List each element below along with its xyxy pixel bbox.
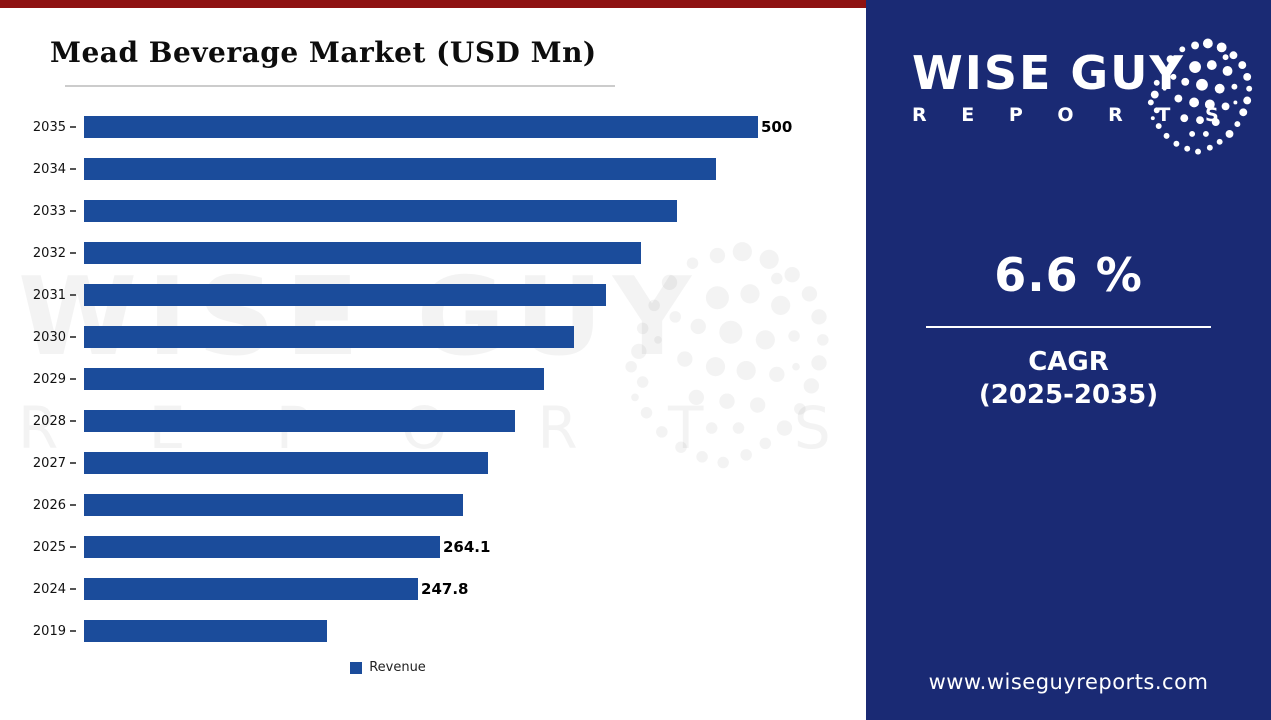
revenue-bar bbox=[84, 536, 440, 558]
revenue-bar bbox=[84, 200, 678, 222]
title-divider bbox=[65, 85, 615, 87]
logo-wordmark: WISE GUY bbox=[912, 46, 1185, 100]
bar-chart: 2035 500 2034 2033 2032 2031 2030 2029 2028 2027 2… bbox=[0, 106, 866, 675]
y-axis-label: 2025 bbox=[32, 539, 66, 555]
bar-track bbox=[84, 494, 758, 516]
revenue-bar bbox=[84, 116, 758, 138]
brand-logo: WISE GUY R E P O R T S bbox=[866, 0, 1271, 155]
sidebar: WISE GUY R E P O R T S 6.6 % CAGR (2025-… bbox=[866, 0, 1271, 720]
bar-row: 2028 bbox=[0, 400, 866, 442]
chart-title: Mead Beverage Market (USD Mn) bbox=[50, 36, 597, 69]
chart-panel: Mead Beverage Market (USD Mn) WISE GUY R… bbox=[0, 0, 866, 675]
bar-row: 2029 bbox=[0, 358, 866, 400]
axis-tick bbox=[70, 210, 76, 212]
bar-row: 2019 bbox=[0, 610, 866, 652]
revenue-bar bbox=[84, 578, 419, 600]
y-axis-label: 2034 bbox=[32, 161, 66, 177]
axis-tick bbox=[70, 546, 76, 548]
y-axis-label: 2031 bbox=[32, 287, 66, 303]
top-accent-bar bbox=[0, 0, 866, 8]
website-url: www.wiseguyreports.com bbox=[928, 670, 1209, 694]
data-label: 264.1 bbox=[443, 538, 491, 556]
cagr-value: 6.6 % bbox=[994, 248, 1143, 302]
y-axis-label: 2029 bbox=[32, 371, 66, 387]
y-axis-label: 2024 bbox=[32, 581, 66, 597]
bar-track bbox=[84, 368, 758, 390]
axis-tick bbox=[70, 126, 76, 128]
bar-track: 247.8 bbox=[84, 578, 758, 600]
axis-tick bbox=[70, 252, 76, 254]
revenue-bar bbox=[84, 242, 641, 264]
bar-track bbox=[84, 620, 758, 642]
logo-subtitle: R E P O R T S bbox=[912, 104, 1233, 126]
bar-track bbox=[84, 452, 758, 474]
bar-track: 264.1 bbox=[84, 536, 758, 558]
revenue-bar bbox=[84, 452, 489, 474]
legend: Revenue bbox=[0, 660, 776, 675]
cagr-block: 6.6 % CAGR (2025-2035) bbox=[866, 248, 1271, 411]
y-axis-label: 2033 bbox=[32, 203, 66, 219]
cagr-divider bbox=[926, 326, 1211, 328]
revenue-bar bbox=[84, 284, 607, 306]
revenue-bar bbox=[84, 620, 327, 642]
y-axis-label: 2026 bbox=[32, 497, 66, 513]
bar-row: 2031 bbox=[0, 274, 866, 316]
cagr-label-line1: CAGR bbox=[1028, 347, 1109, 377]
bar-track bbox=[84, 410, 758, 432]
y-axis-label: 2027 bbox=[32, 455, 66, 471]
revenue-bar bbox=[84, 410, 516, 432]
y-axis-label: 2019 bbox=[32, 623, 66, 639]
bar-row: 2026 bbox=[0, 484, 866, 526]
axis-tick bbox=[70, 420, 76, 422]
axis-tick bbox=[70, 336, 76, 338]
bar-row: 2035 500 bbox=[0, 106, 866, 148]
bar-track bbox=[84, 284, 758, 306]
y-axis-label: 2028 bbox=[32, 413, 66, 429]
y-axis-label: 2035 bbox=[32, 119, 66, 135]
revenue-bar bbox=[84, 158, 717, 180]
bar-track: 500 bbox=[84, 116, 792, 138]
bar-row: 2027 bbox=[0, 442, 866, 484]
cagr-label: CAGR (2025-2035) bbox=[866, 346, 1271, 411]
bar-row: 2032 bbox=[0, 232, 866, 274]
axis-tick bbox=[70, 378, 76, 380]
bar-row: 2030 bbox=[0, 316, 866, 358]
axis-tick bbox=[70, 630, 76, 632]
axis-tick bbox=[70, 588, 76, 590]
revenue-bar bbox=[84, 326, 574, 348]
axis-tick bbox=[70, 168, 76, 170]
data-label: 247.8 bbox=[421, 580, 469, 598]
y-axis-label: 2032 bbox=[32, 245, 66, 261]
legend-swatch-revenue bbox=[350, 661, 363, 674]
revenue-bar bbox=[84, 368, 544, 390]
revenue-bar bbox=[84, 494, 464, 516]
bar-row: 2025 264.1 bbox=[0, 526, 866, 568]
legend-label: Revenue bbox=[369, 660, 426, 675]
y-axis-label: 2030 bbox=[32, 329, 66, 345]
bar-track bbox=[84, 242, 758, 264]
axis-tick bbox=[70, 462, 76, 464]
bar-track bbox=[84, 326, 758, 348]
bar-track bbox=[84, 158, 758, 180]
dotted-head-icon bbox=[1147, 38, 1253, 155]
bar-rows: 2035 500 2034 2033 2032 2031 2030 2029 2028 2027 2… bbox=[0, 106, 866, 652]
cagr-label-line2: (2025-2035) bbox=[978, 379, 1159, 410]
bar-row: 2024 247.8 bbox=[0, 568, 866, 610]
axis-tick bbox=[70, 294, 76, 296]
bar-row: 2033 bbox=[0, 190, 866, 232]
bar-track bbox=[84, 200, 758, 222]
data-label: 500 bbox=[761, 118, 793, 136]
bar-row: 2034 bbox=[0, 148, 866, 190]
axis-tick bbox=[70, 504, 76, 506]
